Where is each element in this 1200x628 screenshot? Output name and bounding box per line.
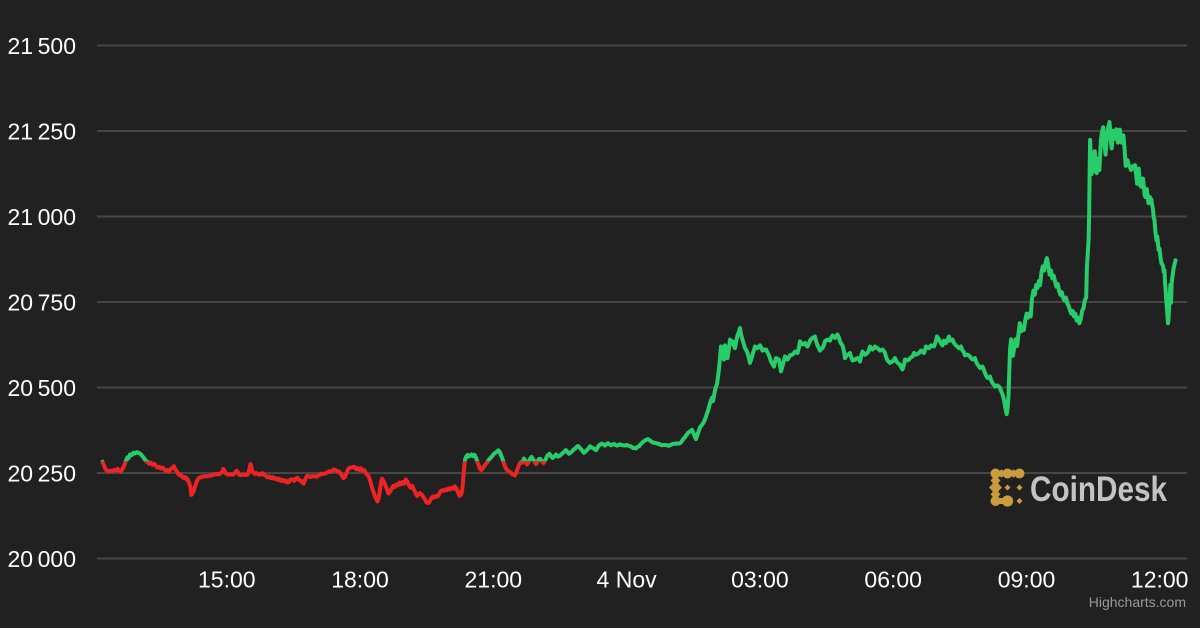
- svg-text:20 000: 20 000: [7, 546, 76, 572]
- svg-text:15:00: 15:00: [198, 567, 256, 593]
- svg-text:06:00: 06:00: [864, 567, 922, 593]
- svg-text:18:00: 18:00: [331, 567, 389, 593]
- svg-text:Highcharts.com: Highcharts.com: [1089, 594, 1186, 610]
- svg-text:20 500: 20 500: [7, 375, 76, 401]
- svg-text:20 750: 20 750: [7, 289, 76, 315]
- svg-text:03:00: 03:00: [731, 567, 789, 593]
- svg-text:CoinDesk: CoinDesk: [1030, 470, 1167, 509]
- svg-text:09:00: 09:00: [998, 567, 1056, 593]
- svg-text:21:00: 21:00: [465, 567, 523, 593]
- svg-text:12:00: 12:00: [1131, 567, 1189, 593]
- svg-text:20 250: 20 250: [7, 460, 76, 486]
- svg-text:4 Nov: 4 Nov: [597, 567, 658, 593]
- svg-text:21 000: 21 000: [7, 204, 76, 230]
- svg-text:21 500: 21 500: [7, 33, 76, 59]
- svg-text:21 250: 21 250: [7, 118, 76, 144]
